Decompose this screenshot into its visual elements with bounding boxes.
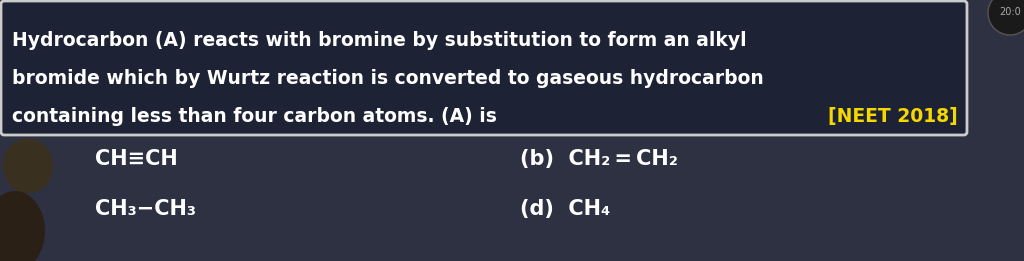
Text: (b)  CH₂ = CH₂: (b) CH₂ = CH₂: [520, 149, 678, 169]
Text: containing less than four carbon atoms. (A) is: containing less than four carbon atoms. …: [12, 107, 497, 126]
Ellipse shape: [0, 191, 45, 261]
Circle shape: [988, 0, 1024, 35]
Text: CH≡CH: CH≡CH: [95, 149, 178, 169]
FancyBboxPatch shape: [1, 1, 967, 135]
Text: CH₃−CH₃: CH₃−CH₃: [95, 199, 196, 219]
Text: Hydrocarbon (A) reacts with bromine by substitution to form an alkyl: Hydrocarbon (A) reacts with bromine by s…: [12, 31, 746, 50]
Text: 20:0: 20:0: [999, 7, 1021, 17]
Text: (d)  CH₄: (d) CH₄: [520, 199, 610, 219]
Text: [NEET 2018]: [NEET 2018]: [828, 107, 958, 126]
Text: bromide which by Wurtz reaction is converted to gaseous hydrocarbon: bromide which by Wurtz reaction is conve…: [12, 69, 764, 88]
Ellipse shape: [3, 139, 53, 193]
